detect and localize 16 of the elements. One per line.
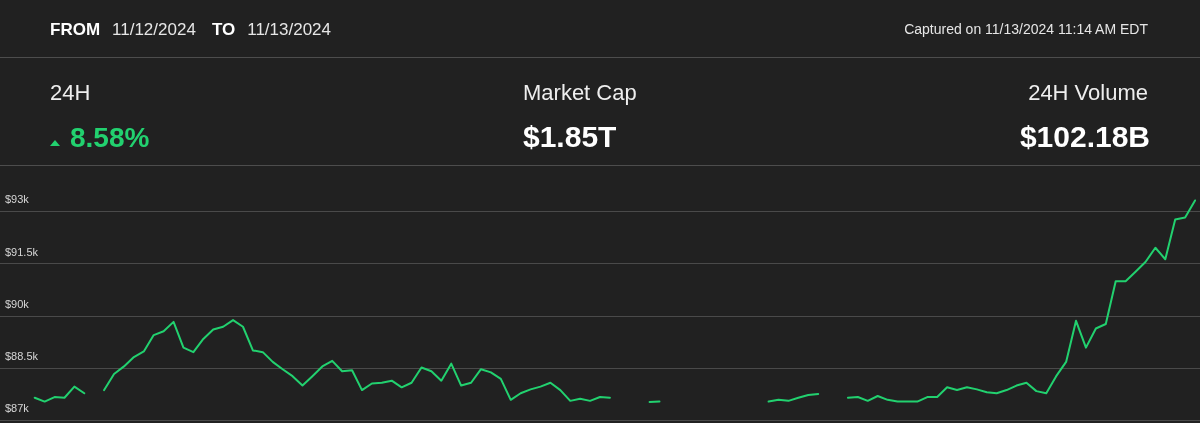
text: 24H Volume: [1028, 80, 1148, 105]
y-tick-label: $93k: [5, 193, 30, 206]
text: 24H: [50, 80, 91, 105]
y-tick-label: $90k: [5, 297, 30, 310]
text: Captured on 11/13/2024 11:14 AM EDT: [904, 21, 1149, 37]
text: FROM: [50, 20, 101, 39]
text: 11/13/2024: [247, 20, 332, 39]
text: TO: [211, 20, 236, 39]
y-tick-label: $87k: [5, 402, 30, 415]
text: 11/12/2024: [112, 20, 196, 39]
y-tick-label: $91.5k: [5, 245, 39, 258]
text: $1.85T: [523, 120, 617, 153]
text: 8.58%: [70, 122, 150, 153]
text: Market Cap: [523, 80, 637, 105]
y-tick-label: $88.5k: [5, 350, 39, 363]
text: $102.18B: [1019, 120, 1150, 153]
